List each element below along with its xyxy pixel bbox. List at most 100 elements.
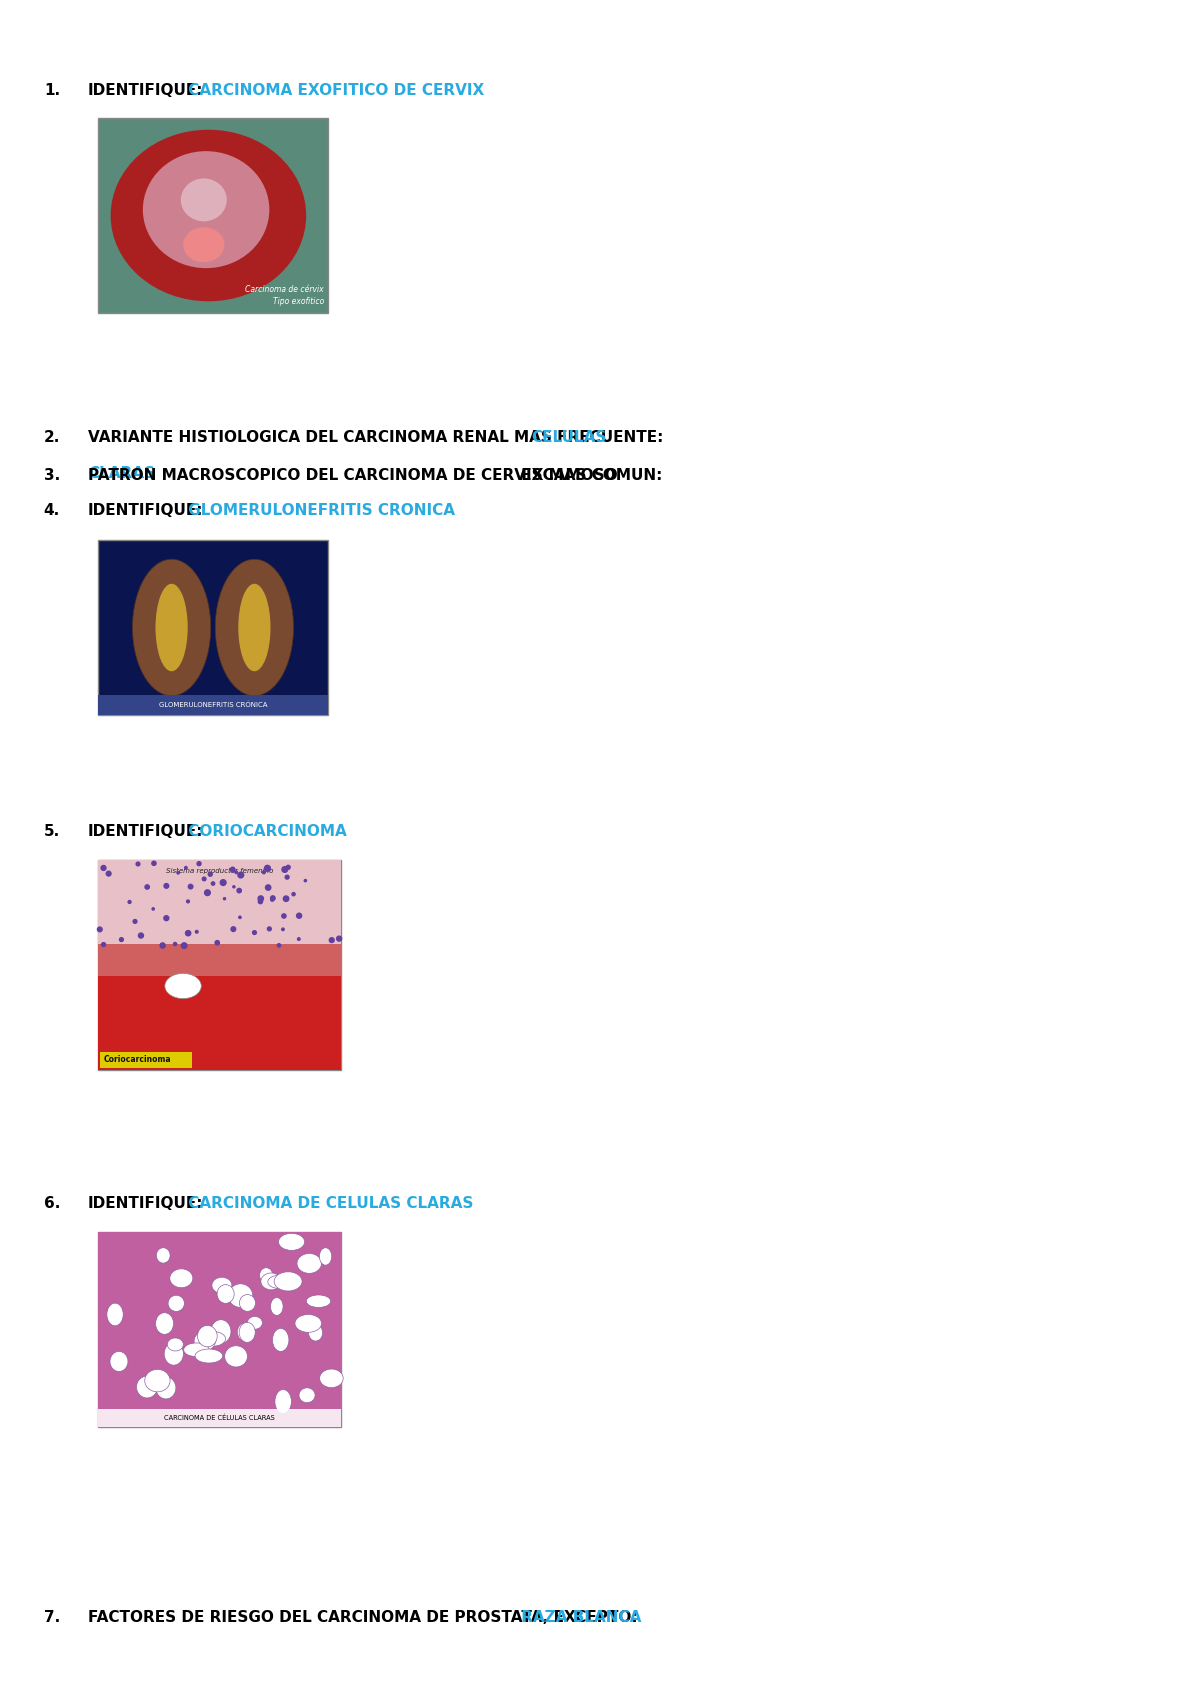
Ellipse shape xyxy=(199,1332,226,1346)
Text: ESCAMOSO: ESCAMOSO xyxy=(516,468,617,484)
Circle shape xyxy=(186,930,191,935)
Circle shape xyxy=(160,944,166,949)
Text: IDENTIFIQUE:: IDENTIFIQUE: xyxy=(88,1196,204,1212)
Ellipse shape xyxy=(164,1342,184,1364)
Bar xyxy=(98,1232,341,1427)
Circle shape xyxy=(185,867,187,869)
Circle shape xyxy=(181,944,187,949)
Circle shape xyxy=(329,938,334,942)
Ellipse shape xyxy=(299,1388,316,1403)
Ellipse shape xyxy=(238,1322,254,1341)
Circle shape xyxy=(282,915,286,918)
Text: IDENTIFIQUE:: IDENTIFIQUE: xyxy=(88,502,204,518)
Circle shape xyxy=(188,884,193,889)
Ellipse shape xyxy=(228,1285,253,1307)
Circle shape xyxy=(298,938,300,940)
Bar xyxy=(98,540,328,714)
Circle shape xyxy=(209,872,212,876)
Bar xyxy=(98,1232,341,1427)
Circle shape xyxy=(164,916,169,920)
Circle shape xyxy=(152,860,156,865)
Text: 4.: 4. xyxy=(43,502,60,518)
Ellipse shape xyxy=(167,1337,184,1351)
Text: 2.: 2. xyxy=(43,429,60,445)
Ellipse shape xyxy=(217,1285,234,1303)
Ellipse shape xyxy=(275,1390,292,1414)
Ellipse shape xyxy=(156,1376,176,1398)
Circle shape xyxy=(215,940,220,945)
Circle shape xyxy=(187,899,190,903)
Ellipse shape xyxy=(306,1295,331,1307)
Ellipse shape xyxy=(247,1317,263,1329)
Circle shape xyxy=(230,867,235,872)
Circle shape xyxy=(258,896,264,901)
Text: RAZA BLANCA: RAZA BLANCA xyxy=(516,1610,641,1626)
Ellipse shape xyxy=(270,1298,283,1315)
Ellipse shape xyxy=(170,1269,193,1288)
Text: IDENTIFIQUE:: IDENTIFIQUE: xyxy=(88,825,204,838)
Circle shape xyxy=(282,867,288,872)
Circle shape xyxy=(235,871,238,874)
Ellipse shape xyxy=(278,1234,305,1251)
Bar xyxy=(98,1409,341,1427)
Ellipse shape xyxy=(156,584,187,672)
Circle shape xyxy=(174,942,176,945)
Text: VARIANTE HISTIOLOGICA DEL CARCINOMA RENAL MAS FRECUENTE:: VARIANTE HISTIOLOGICA DEL CARCINOMA RENA… xyxy=(88,429,664,445)
Text: PATRON MACROSCOPICO DEL CARCINOMA DE CERVIX MAS COMUN:: PATRON MACROSCOPICO DEL CARCINOMA DE CER… xyxy=(88,468,662,484)
Text: 5.: 5. xyxy=(43,825,60,838)
Circle shape xyxy=(203,877,206,881)
Circle shape xyxy=(133,920,137,923)
Text: Sistema reproductor femenino: Sistema reproductor femenino xyxy=(166,867,274,874)
Bar xyxy=(98,944,341,976)
Circle shape xyxy=(97,927,102,932)
Circle shape xyxy=(305,879,306,882)
Circle shape xyxy=(223,898,226,899)
Text: CORIOCARCINOMA: CORIOCARCINOMA xyxy=(184,825,347,838)
Ellipse shape xyxy=(239,584,270,672)
Ellipse shape xyxy=(110,129,306,302)
Ellipse shape xyxy=(259,1268,272,1283)
Circle shape xyxy=(239,916,241,918)
Ellipse shape xyxy=(156,1247,170,1263)
Ellipse shape xyxy=(110,1351,128,1371)
Circle shape xyxy=(271,898,274,901)
Ellipse shape xyxy=(224,1346,247,1368)
Circle shape xyxy=(263,871,265,874)
Text: CARCINOMA DE CELULAS CLARAS: CARCINOMA DE CELULAS CLARAS xyxy=(184,1196,474,1212)
Ellipse shape xyxy=(181,178,227,221)
Circle shape xyxy=(232,927,235,932)
Ellipse shape xyxy=(319,1247,331,1266)
Ellipse shape xyxy=(168,1295,185,1312)
Circle shape xyxy=(287,865,290,869)
Text: IDENTIFIQUE:: IDENTIFIQUE: xyxy=(88,83,204,98)
Ellipse shape xyxy=(295,1315,322,1332)
Text: Coriocarcinoma: Coriocarcinoma xyxy=(104,1056,172,1064)
Ellipse shape xyxy=(107,1303,124,1325)
Circle shape xyxy=(211,882,215,886)
Ellipse shape xyxy=(194,1332,216,1351)
Circle shape xyxy=(277,944,281,947)
Circle shape xyxy=(258,899,263,905)
Ellipse shape xyxy=(132,560,211,696)
Text: CLARAS: CLARAS xyxy=(88,467,155,480)
Ellipse shape xyxy=(143,151,269,268)
Circle shape xyxy=(264,865,270,871)
Circle shape xyxy=(145,884,149,889)
Ellipse shape xyxy=(164,974,202,998)
Ellipse shape xyxy=(211,1320,230,1344)
Text: CARCINOMA EXOFITICO DE CERVIX: CARCINOMA EXOFITICO DE CERVIX xyxy=(184,83,485,98)
Ellipse shape xyxy=(240,1295,256,1312)
Circle shape xyxy=(120,938,124,942)
Circle shape xyxy=(292,893,295,896)
Circle shape xyxy=(270,896,275,901)
Circle shape xyxy=(265,884,271,891)
Text: 3.: 3. xyxy=(43,468,60,484)
Ellipse shape xyxy=(274,1271,302,1291)
Circle shape xyxy=(337,937,342,942)
Text: 7.: 7. xyxy=(43,1610,60,1626)
Ellipse shape xyxy=(184,1342,209,1356)
Text: Carcinoma de cérvix: Carcinoma de cérvix xyxy=(245,285,324,294)
Circle shape xyxy=(286,876,289,879)
Bar xyxy=(98,696,328,714)
Bar xyxy=(98,860,341,1071)
